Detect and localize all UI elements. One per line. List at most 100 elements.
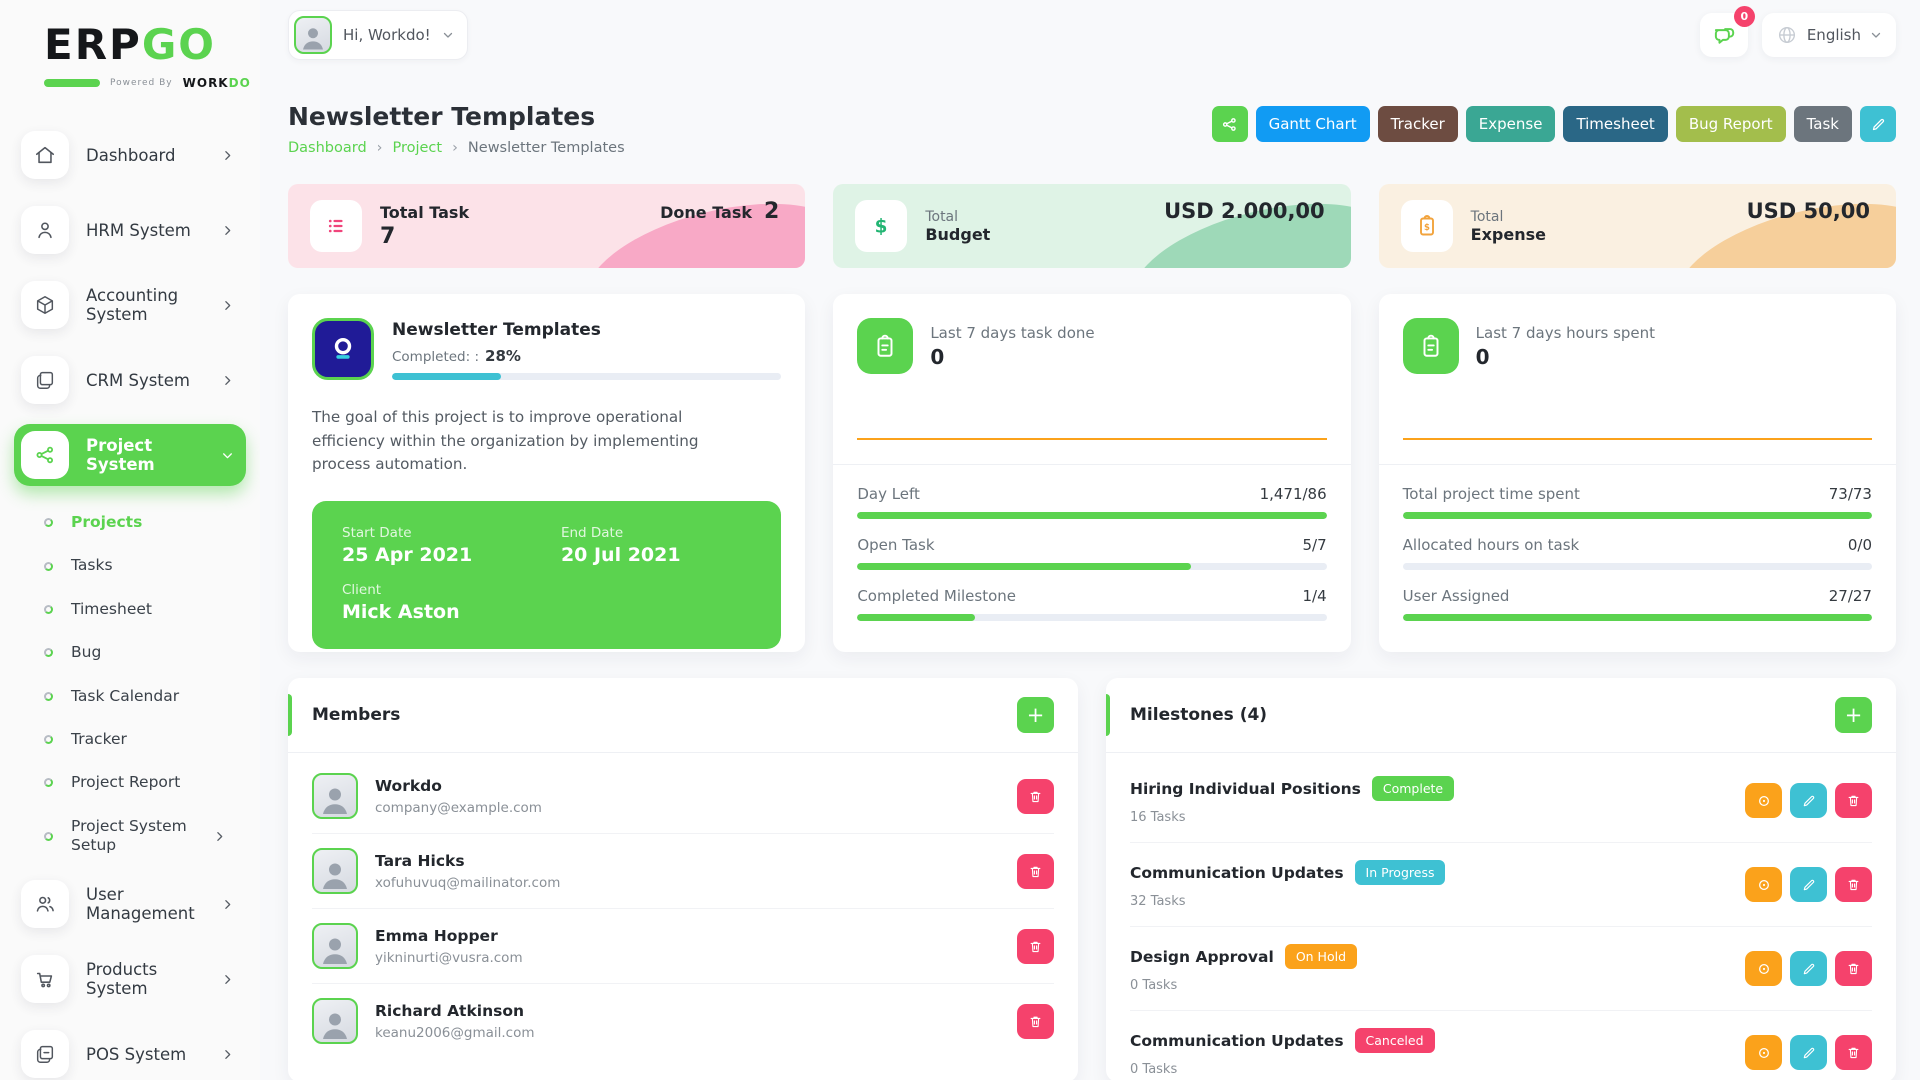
sidebar-item-hrm-system[interactable]: HRM System: [14, 199, 246, 261]
breadcrumb-project[interactable]: Project: [392, 140, 443, 156]
user-menu[interactable]: Hi, Workdo!: [288, 10, 468, 60]
delete-milestone-button[interactable]: [1835, 867, 1872, 902]
view-milestone-button[interactable]: [1745, 867, 1782, 902]
timesheet-button[interactable]: Timesheet: [1563, 106, 1668, 142]
hours-kpi-label: Last 7 days hours spent: [1475, 323, 1656, 342]
workdo-green: DO: [228, 76, 251, 90]
milestones-title: Milestones (4): [1130, 705, 1268, 725]
project-head: Newsletter Templates Completed: : 28%: [312, 318, 782, 380]
expense-label: Expense: [1470, 224, 1546, 244]
cart-icon: [21, 955, 69, 1004]
bug-report-button[interactable]: Bug Report: [1675, 106, 1786, 142]
bullet-icon: [44, 831, 53, 841]
edit-milestone-button[interactable]: [1790, 867, 1827, 902]
clipboard-icon: [857, 318, 914, 374]
sidebar-item-accounting-system[interactable]: Accounting System: [14, 274, 246, 336]
sidebar-item-user-management[interactable]: User Management: [14, 873, 246, 935]
app-logo[interactable]: ERPGO Powered By WORKDO: [0, 0, 260, 90]
sidebar-subitem-project-system-setup[interactable]: Project System Setup: [38, 805, 246, 868]
stat-value: 73/73: [1828, 485, 1872, 503]
view-milestone-button[interactable]: [1745, 783, 1782, 818]
stats-row: Total Task 7 Done Task 2 $ Total Budget …: [288, 184, 1896, 268]
member-name: Richard Atkinson: [375, 1001, 525, 1020]
status-badge: In Progress: [1354, 860, 1446, 885]
breadcrumb-dashboard[interactable]: Dashboard: [288, 140, 367, 156]
delete-member-button[interactable]: [1017, 1003, 1054, 1039]
project-progress-fill: [392, 373, 501, 380]
total-expense-card: $ Total Expense USD 50,00: [1378, 184, 1896, 268]
tracker-button[interactable]: Tracker: [1377, 106, 1458, 142]
bottom-row: Members + Workdo company@example.com Tar…: [288, 678, 1896, 1080]
eye-icon: [1758, 879, 1769, 890]
sidebar-item-pos-system[interactable]: POS System: [14, 1023, 246, 1080]
member-name: Tara Hicks: [375, 851, 465, 870]
cube-icon: [21, 281, 69, 329]
member-row: Tara Hicks xofuhuvuq@mailinator.com: [312, 834, 1054, 909]
subitem-label: Project System Setup: [71, 816, 187, 854]
sidebar-item-dashboard[interactable]: Dashboard: [14, 124, 246, 186]
subitem-label: Task Calendar: [71, 686, 180, 705]
edit-button[interactable]: [1860, 106, 1896, 142]
sidebar-item-crm-system[interactable]: CRM System: [14, 349, 246, 411]
expense-amount: USD 50,00: [1746, 199, 1870, 223]
messages-button[interactable]: 0: [1699, 6, 1755, 57]
members-header: Members +: [288, 678, 1078, 752]
powered-by-label: Powered By: [110, 78, 173, 88]
sidebar-subitem-bug[interactable]: Bug: [38, 631, 246, 674]
topbar-right: 0 English: [1699, 6, 1896, 57]
start-date-value: 25 Apr 2021: [342, 543, 473, 566]
sidebar-subitem-tasks[interactable]: Tasks: [38, 544, 246, 587]
gantt-chart-button[interactable]: Gantt Chart: [1255, 106, 1370, 142]
done-task-value: 2: [764, 199, 780, 224]
sidebar-item-label: CRM System: [86, 370, 190, 390]
globe-icon: [1778, 26, 1795, 44]
notification-badge: 0: [1733, 6, 1755, 27]
stat-progress-track: [857, 512, 1327, 519]
language-label: English: [1806, 26, 1861, 44]
add-milestone-button[interactable]: +: [1835, 697, 1872, 733]
sidebar-subitem-task-calendar[interactable]: Task Calendar: [38, 675, 246, 718]
stat-label: Day Left: [857, 485, 920, 503]
language-selector[interactable]: English: [1761, 13, 1896, 57]
add-member-button[interactable]: +: [1017, 697, 1054, 733]
stat-progress-fill: [857, 563, 1191, 570]
sidebar-subitem-timesheet[interactable]: Timesheet: [38, 588, 246, 631]
member-email: keanu2006@gmail.com: [375, 1024, 535, 1041]
chevron-right-icon: [221, 898, 234, 911]
divider: [833, 464, 1351, 465]
delete-milestone-button[interactable]: [1835, 951, 1872, 986]
topbar: Hi, Workdo! 0 English: [288, 6, 1896, 60]
share-button[interactable]: [1211, 106, 1248, 142]
bullet-icon: [44, 518, 53, 528]
sidebar-item-label: User Management: [86, 885, 195, 924]
task-button[interactable]: Task: [1793, 106, 1852, 142]
bullet-icon: [44, 735, 53, 745]
edit-milestone-button[interactable]: [1790, 951, 1827, 986]
expense-button[interactable]: Expense: [1465, 106, 1556, 142]
trash-icon: [1030, 941, 1041, 952]
client-label: Client: [342, 581, 382, 598]
edit-milestone-button[interactable]: [1790, 1035, 1827, 1070]
sidebar-subitem-projects[interactable]: Projects: [38, 501, 246, 544]
delete-member-button[interactable]: [1017, 853, 1054, 889]
delete-member-button[interactable]: [1017, 778, 1054, 814]
hours-kpi-head: Last 7 days hours spent 0: [1402, 318, 1872, 374]
members-card: Members + Workdo company@example.com Tar…: [288, 678, 1078, 1080]
stat-progress-track: [857, 563, 1327, 570]
receipt-icon: $: [1400, 200, 1453, 252]
greeting-text: Hi, Workdo!: [343, 26, 431, 44]
sidebar-subitem-tracker[interactable]: Tracker: [38, 718, 246, 761]
sidebar-item-project-system[interactable]: Project System: [14, 424, 246, 486]
view-milestone-button[interactable]: [1745, 1035, 1782, 1070]
delete-milestone-button[interactable]: [1835, 783, 1872, 818]
milestone-task-count: 32 Tasks: [1130, 894, 1186, 909]
view-milestone-button[interactable]: [1745, 951, 1782, 986]
budget-label: Budget: [925, 224, 991, 244]
budget-amount: USD 2.000,00: [1164, 199, 1325, 223]
edit-milestone-button[interactable]: [1790, 783, 1827, 818]
delete-milestone-button[interactable]: [1835, 1035, 1872, 1070]
sidebar-subitem-project-report[interactable]: Project Report: [38, 761, 246, 804]
page-toolbar: Gantt Chart Tracker Expense Timesheet Bu…: [1211, 106, 1896, 142]
sidebar-item-products-system[interactable]: Products System: [14, 948, 246, 1010]
delete-member-button[interactable]: [1017, 928, 1054, 964]
